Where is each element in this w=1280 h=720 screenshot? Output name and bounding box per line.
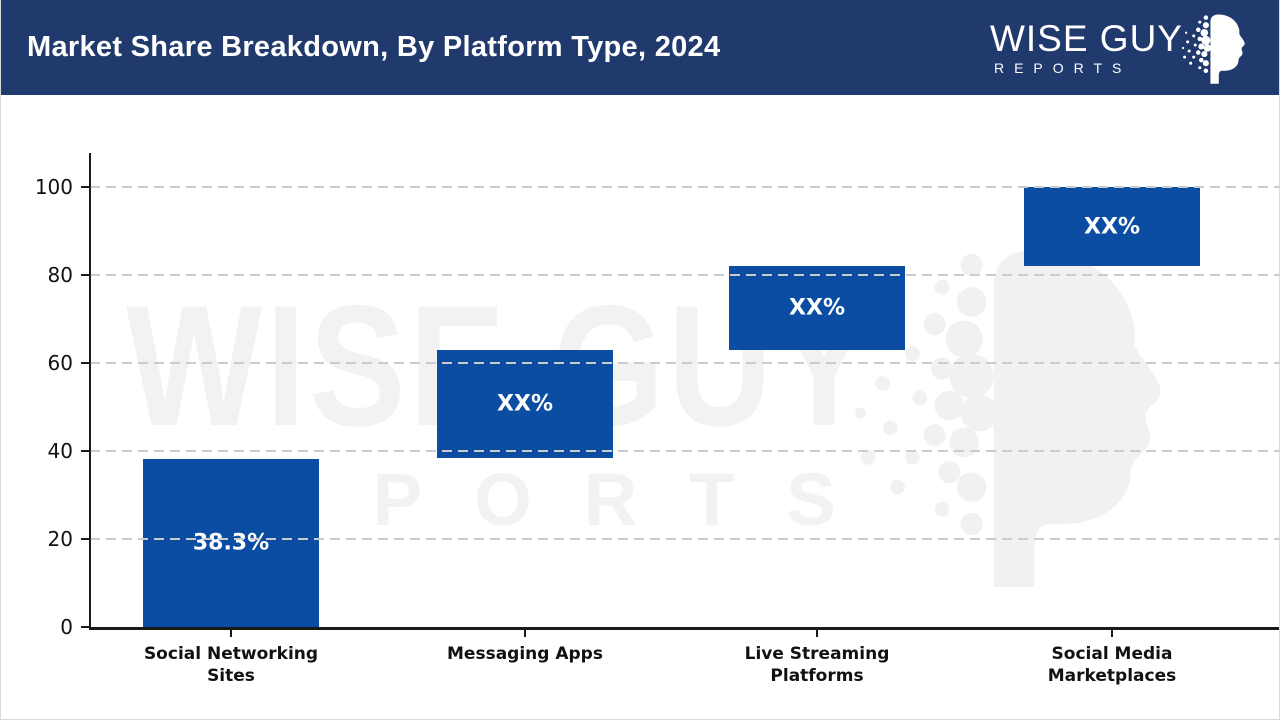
y-tick-label: 40 [47,439,73,463]
x-tickmark [230,630,232,637]
wise-guy-reports-logo: WISE GUY REPORTS [990,8,1253,88]
y-tickmark [81,450,89,452]
y-axis-line [89,153,91,629]
gridline-20 [90,538,1279,540]
y-tick-label: 60 [47,351,73,375]
header-banner: Market Share Breakdown, By Platform Type… [1,0,1279,95]
gridline-100 [90,186,1279,188]
page-title: Market Share Breakdown, By Platform Type… [27,31,721,63]
logo-wordmark: WISE GUY [989,18,1183,59]
bar-value-label: XX% [789,295,845,321]
watermark-dotted-head-icon [855,250,1161,587]
gridline-80 [90,274,1279,276]
waterfall-chart: WISE GUY REPORTS 38.3% XX% XX% [1,95,1279,719]
x-label-social-media-marketplaces: Social Media Marketplaces [1047,644,1177,687]
y-tickmark [81,362,89,364]
y-tickmark [81,274,89,276]
y-tick-label: 100 [34,175,73,199]
y-tick-label: 80 [47,263,73,287]
y-tick-label: 20 [47,527,73,551]
x-tickmark [816,630,818,637]
y-tickmark [81,538,89,540]
bar-live-streaming-platforms[interactable]: XX% [729,266,905,350]
x-tickmark [524,630,526,637]
y-tick-label: 0 [60,615,73,639]
dotted-head-logo-icon [1181,14,1245,84]
gridline-60 [90,362,1279,364]
bar-social-media-marketplaces[interactable]: XX% [1024,187,1200,267]
bar-value-label: XX% [497,391,553,417]
x-tickmark [1111,630,1113,637]
y-tickmark [81,186,89,188]
gridline-40 [90,450,1279,452]
x-label-messaging-apps: Messaging Apps [447,644,603,664]
bar-value-label: XX% [1084,214,1140,240]
x-label-live-streaming-platforms: Live Streaming Platforms [744,644,890,687]
bar-value-label: 38.3% [192,530,270,556]
bar-social-networking-sites[interactable]: 38.3% [143,458,319,627]
logo-subtitle: REPORTS [993,60,1132,76]
x-axis-line [89,627,1279,630]
bar-messaging-apps[interactable]: XX% [437,349,613,459]
x-label-social-networking-sites: Social Networking Sites [143,644,319,687]
y-tickmark [81,626,89,628]
